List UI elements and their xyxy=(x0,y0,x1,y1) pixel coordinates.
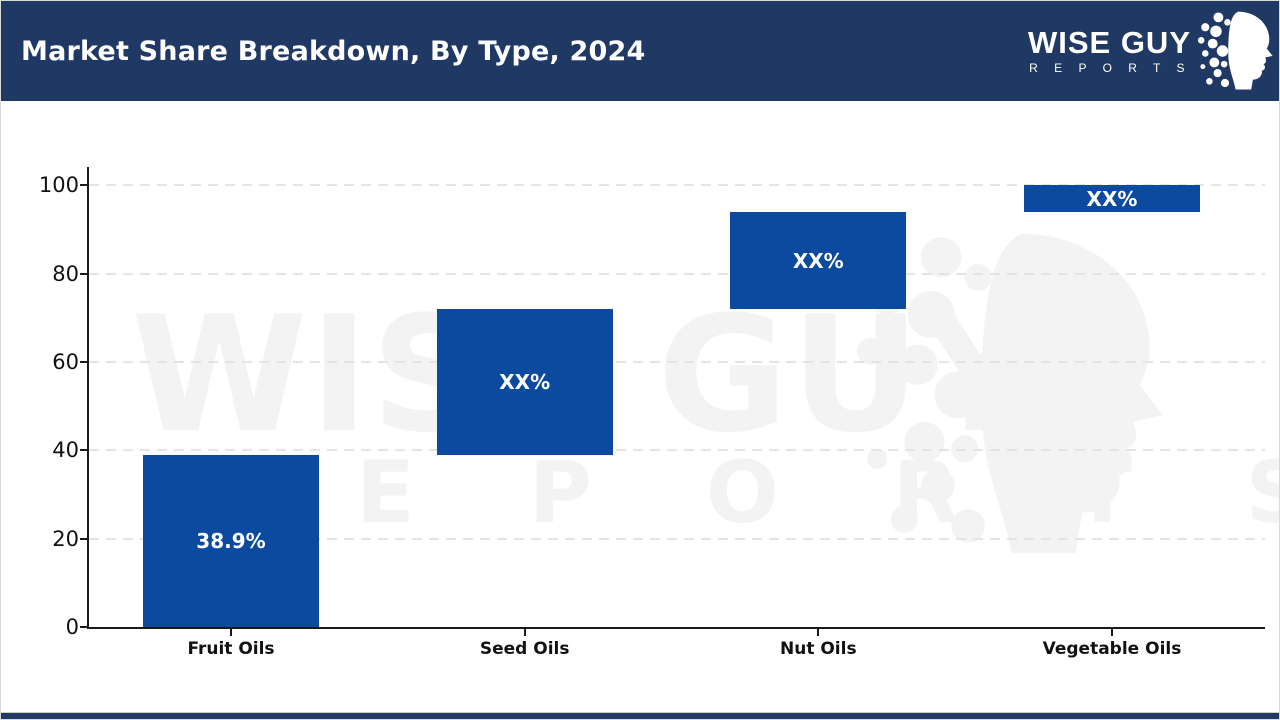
y-tick-mark xyxy=(80,449,88,452)
bar-value-label: 38.9% xyxy=(196,529,266,554)
bar-value-label: XX% xyxy=(1086,186,1138,211)
bar-fruit-oils[interactable]: 38.9% xyxy=(143,455,319,627)
category-label: Fruit Oils xyxy=(187,639,275,659)
y-tick-label: 40 xyxy=(52,438,79,463)
category-label: Vegetable Oils xyxy=(1042,639,1182,659)
logo-head-icon xyxy=(1197,11,1273,90)
category-label: Seed Oils xyxy=(479,639,570,659)
y-tick-mark xyxy=(80,626,88,628)
y-tick-mark xyxy=(80,184,88,187)
wiseguy-logo: WISE GUY R E P O R T S xyxy=(1027,9,1279,93)
gridline xyxy=(89,449,1265,452)
y-tick-mark xyxy=(80,537,88,540)
bar-seed-oils[interactable]: XX% xyxy=(436,309,613,456)
y-tick-label: 0 xyxy=(65,615,79,639)
bar-value-label: XX% xyxy=(499,370,551,395)
x-tick-mark xyxy=(230,629,232,636)
gridline xyxy=(89,537,1265,540)
logo-text: WISE GUY R E P O R T S xyxy=(1027,24,1191,76)
bar-nut-oils[interactable]: XX% xyxy=(730,211,907,310)
x-tick-mark xyxy=(523,629,526,636)
bar-vegetable-oils[interactable]: XX% xyxy=(1024,185,1200,212)
x-tick-mark xyxy=(1111,629,1113,636)
x-axis xyxy=(87,627,1265,629)
bar-value-label: XX% xyxy=(792,248,844,273)
y-tick-mark xyxy=(80,272,88,275)
category-label: Nut Oils xyxy=(779,639,857,659)
logo-subtitle: R E P O R T S xyxy=(1029,61,1191,76)
y-tick-label: 20 xyxy=(52,526,79,551)
logo-wordmark: WISE GUY xyxy=(1027,24,1191,60)
y-tick-label: 100 xyxy=(38,173,79,198)
page-title: Market Share Breakdown, By Type, 2024 xyxy=(21,35,646,67)
gridline xyxy=(89,361,1265,364)
footer-bar xyxy=(1,712,1279,719)
y-tick-mark xyxy=(80,361,88,364)
y-tick-label: 80 xyxy=(52,261,79,286)
gridline xyxy=(89,184,1265,187)
header: Market Share Breakdown, By Type, 2024 WI… xyxy=(1,1,1279,101)
gridline xyxy=(89,272,1265,275)
chart-area: WISE GUY R E P O R T S 0 20 40 60 80 100 38.9… xyxy=(1,101,1279,714)
y-tick-label: 60 xyxy=(52,350,79,375)
y-axis xyxy=(87,167,89,629)
x-tick-mark xyxy=(817,629,820,636)
